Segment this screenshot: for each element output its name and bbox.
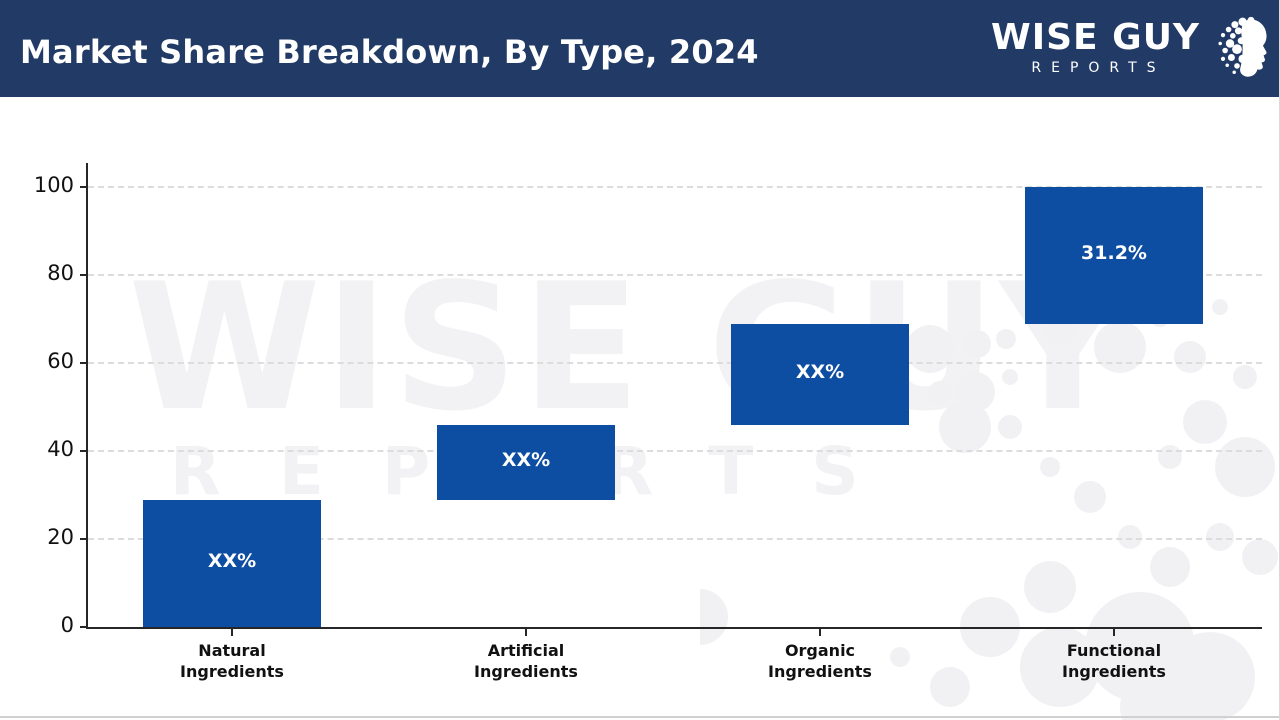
- x-tick-functional-ingredients: [1113, 629, 1115, 636]
- category-label-artificial-ingredients: Artificial Ingredients: [474, 641, 578, 681]
- bar-artificial-ingredients: [437, 425, 615, 501]
- y-tick-20: [80, 538, 88, 540]
- chart-area: WISE GUY REPORTS 020406080100XX%NaturalI…: [0, 97, 1279, 720]
- gridline-20: [88, 538, 1262, 540]
- gridline-100: [88, 186, 1262, 188]
- category-label-natural-ingredients: Natural Ingredients: [180, 641, 284, 681]
- x-tick-organic-ingredients: [819, 629, 821, 636]
- bar-functional-ingredients: [1025, 187, 1203, 325]
- y-tick-label: 20: [47, 525, 74, 549]
- y-tick-60: [80, 362, 88, 364]
- logo-text: WISE GUY REPORTS: [991, 18, 1200, 76]
- y-tick-40: [80, 450, 88, 452]
- y-tick-0: [80, 626, 88, 628]
- y-axis-line: [86, 163, 88, 629]
- y-tick-label: 60: [47, 349, 74, 373]
- y-tick-100: [80, 186, 88, 188]
- wiseguy-head-icon: [1218, 16, 1267, 77]
- x-tick-artificial-ingredients: [525, 629, 527, 636]
- category-label-organic-ingredients: Organic Ingredients: [768, 641, 872, 681]
- x-axis-line: [86, 627, 1262, 629]
- x-tick-natural-ingredients: [231, 629, 233, 636]
- bar-organic-ingredients: [731, 324, 909, 426]
- bar-natural-ingredients: [143, 500, 321, 627]
- y-tick-label: 0: [60, 613, 74, 637]
- bar-label-artificial-ingredients: XX%: [501, 448, 551, 471]
- logo-subtext: REPORTS: [1031, 59, 1166, 76]
- y-tick-label: 100: [33, 173, 74, 197]
- bar-label-organic-ingredients: XX%: [795, 360, 845, 383]
- gridline-60: [88, 362, 1262, 364]
- chart-title: Market Share Breakdown, By Type, 2024: [20, 33, 759, 71]
- bottom-divider: [0, 716, 1279, 718]
- header: Market Share Breakdown, By Type, 2024 WI…: [0, 0, 1279, 97]
- logo-wordmark: WISE GUY: [990, 17, 1200, 59]
- category-label-functional-ingredients: Functional Ingredients: [1062, 641, 1166, 681]
- y-tick-80: [80, 274, 88, 276]
- wiseguy-logo: WISE GUY REPORTS: [991, 6, 1272, 88]
- y-tick-label: 40: [47, 437, 74, 461]
- gridline-40: [88, 450, 1262, 452]
- bar-label-functional-ingredients: 31.2%: [1081, 241, 1147, 264]
- bar-label-natural-ingredients: XX%: [207, 549, 257, 572]
- y-tick-label: 80: [47, 261, 74, 285]
- gridline-80: [88, 274, 1262, 276]
